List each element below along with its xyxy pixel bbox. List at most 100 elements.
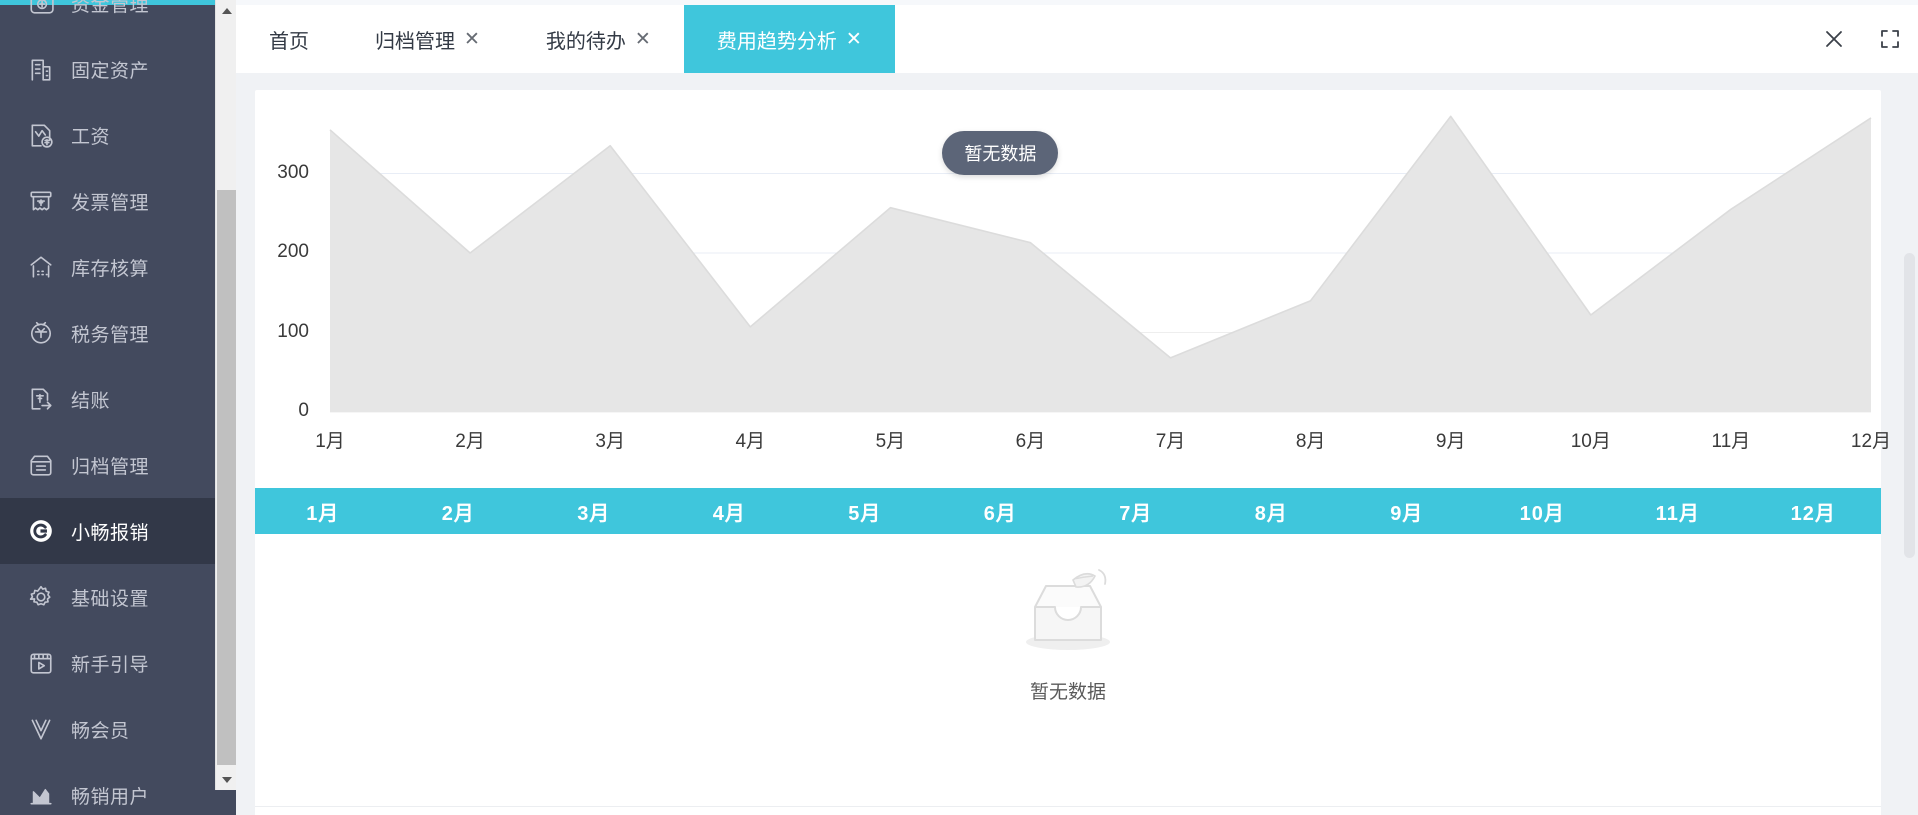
sidebar-item-8[interactable]: 小畅报销 xyxy=(0,498,215,564)
sidebar-item-4[interactable]: 库存核算 xyxy=(0,234,215,300)
tabbar-top-strip xyxy=(236,0,1918,5)
sidebar-item-label: 新手引导 xyxy=(71,654,150,676)
video-icon xyxy=(28,650,54,676)
tab-label: 首页 xyxy=(269,30,309,53)
sidebar-item-label: 结账 xyxy=(71,390,111,412)
month-cell-1[interactable]: 1月 xyxy=(306,502,340,525)
sidebar-item-label: 畅销用户 xyxy=(71,786,150,808)
x-tick-label: 1月 xyxy=(315,431,345,452)
chart-canvas xyxy=(329,115,1872,413)
tab-0[interactable]: 首页 xyxy=(236,5,342,73)
empty-box-icon xyxy=(1013,560,1123,665)
close-all-button[interactable] xyxy=(1806,5,1862,73)
sidebar-item-5[interactable]: 税务管理 xyxy=(0,300,215,366)
tabbar-actions xyxy=(1806,5,1918,73)
sidebar-item-7[interactable]: 归档管理 xyxy=(0,432,215,498)
invoice-icon xyxy=(28,188,54,214)
empty-state-text: 暂无数据 xyxy=(1029,682,1106,703)
sidebar-scroll-down-arrow[interactable] xyxy=(216,769,237,790)
x-tick-label: 5月 xyxy=(875,431,906,452)
tab-list: 首页 归档管理 ✕ 我的待办 ✕ 费用趋势分析 ✕ xyxy=(236,5,895,73)
sidebar-item-1[interactable]: 固定资产 xyxy=(0,36,215,102)
month-selector-bar: 1月 2月 3月 4月 5月 6月 7月 8月 9月 10月 11月 12月 xyxy=(255,488,1881,534)
sidebar-nav-list: 资金管理固定资产工资发票管理库存核算税务管理结账归档管理小畅报销基础设置新手引导… xyxy=(0,0,215,815)
sidebar-item-label: 畅会员 xyxy=(71,720,130,742)
y-tick-label: 100 xyxy=(277,320,309,342)
sidebar-item-label: 归档管理 xyxy=(71,456,150,478)
month-cell-5[interactable]: 5月 xyxy=(848,502,882,525)
x-tick-label: 9月 xyxy=(1435,431,1466,452)
x-tick-label: 10月 xyxy=(1570,431,1611,452)
archive-icon xyxy=(28,452,54,478)
sidebar-scroll-up-arrow[interactable] xyxy=(216,0,237,21)
tab-label: 费用趋势分析 xyxy=(716,30,837,53)
x-tick-label: 3月 xyxy=(595,431,625,452)
month-cell-2[interactable]: 2月 xyxy=(441,502,475,525)
month-cell-11[interactable]: 11月 xyxy=(1655,502,1700,525)
sidebar-item-label: 税务管理 xyxy=(71,324,150,346)
wallet-icon xyxy=(28,0,54,16)
x-tick-label: 4月 xyxy=(735,431,766,452)
expense-icon xyxy=(28,518,54,544)
expense-trend-chart[interactable]: 0 100 200 300 1月 2月 3月 4月 5月 6月 7月 8月 9月 10月 11月 12月 暂… xyxy=(255,90,1891,452)
content-scrollbar[interactable] xyxy=(1901,73,1918,815)
tab-1[interactable]: 归档管理 ✕ xyxy=(342,5,513,73)
content-area: 0 100 200 300 1月 2月 3月 4月 5月 6月 7月 8月 9月 10月 11月 12月 暂… xyxy=(236,73,1918,815)
chart-icon xyxy=(28,782,54,808)
tab-close-icon[interactable]: ✕ xyxy=(634,28,651,50)
sidebar-item-12[interactable]: 畅销用户 xyxy=(0,762,215,815)
sidebar-scroll-thumb[interactable] xyxy=(217,190,237,765)
sidebar-item-10[interactable]: 新手引导 xyxy=(0,630,215,696)
sidebar-item-label: 发票管理 xyxy=(71,192,150,214)
sidebar-scrollbar[interactable] xyxy=(215,0,237,790)
warehouse-icon xyxy=(28,254,54,280)
x-tick-label: 6月 xyxy=(1015,431,1046,452)
x-tick-label: 11月 xyxy=(1711,431,1751,452)
tab-3[interactable]: 费用趋势分析 ✕ xyxy=(683,5,895,73)
y-tick-label: 300 xyxy=(277,161,309,183)
sidebar-item-label: 库存核算 xyxy=(71,258,150,280)
x-tick-label: 8月 xyxy=(1295,431,1326,452)
vip-icon xyxy=(28,716,54,742)
tab-label: 我的待办 xyxy=(545,30,626,53)
content-scroll-thumb[interactable] xyxy=(1904,253,1915,558)
month-cell-3[interactable]: 3月 xyxy=(577,502,611,525)
y-tick-label: 0 xyxy=(298,400,309,421)
month-cell-7[interactable]: 7月 xyxy=(1119,502,1153,525)
tabbar: 首页 归档管理 ✕ 我的待办 ✕ 费用趋势分析 ✕ xyxy=(236,5,1918,73)
settle-icon xyxy=(28,386,54,412)
card-divider xyxy=(255,806,1881,807)
tab-close-icon[interactable]: ✕ xyxy=(464,28,480,50)
x-tick-label: 7月 xyxy=(1155,431,1186,452)
y-tick-label: 200 xyxy=(277,241,309,262)
sidebar-item-label: 资金管理 xyxy=(71,0,150,16)
sidebar-item-9[interactable]: 基础设置 xyxy=(0,564,215,630)
sidebar-item-label: 固定资产 xyxy=(71,60,150,82)
fullscreen-button[interactable] xyxy=(1862,5,1918,73)
x-tick-label: 12月 xyxy=(1850,431,1892,452)
sidebar-item-11[interactable]: 畅会员 xyxy=(0,696,215,762)
month-cell-8[interactable]: 8月 xyxy=(1254,502,1288,525)
sidebar-item-0[interactable]: 资金管理 xyxy=(0,0,215,36)
tax-icon xyxy=(28,320,54,346)
sidebar-item-label: 小畅报销 xyxy=(71,522,150,544)
sidebar-item-label: 基础设置 xyxy=(71,588,150,610)
month-cell-6[interactable]: 6月 xyxy=(983,502,1017,525)
sidebar: 资金管理固定资产工资发票管理库存核算税务管理结账归档管理小畅报销基础设置新手引导… xyxy=(0,0,215,815)
sidebar-item-label: 工资 xyxy=(71,126,111,148)
tab-close-icon[interactable]: ✕ xyxy=(845,28,862,50)
sidebar-item-6[interactable]: 结账 xyxy=(0,366,215,432)
tab-label: 归档管理 xyxy=(375,30,455,53)
sidebar-item-2[interactable]: 工资 xyxy=(0,102,215,168)
sidebar-accent-bar xyxy=(0,0,215,5)
month-cell-9[interactable]: 9月 xyxy=(1390,502,1424,525)
month-cell-12[interactable]: 12月 xyxy=(1790,502,1836,525)
tab-2[interactable]: 我的待办 ✕ xyxy=(513,5,684,73)
payroll-icon xyxy=(28,122,54,148)
x-tick-label: 2月 xyxy=(455,431,485,452)
sidebar-item-3[interactable]: 发票管理 xyxy=(0,168,215,234)
month-cell-10[interactable]: 10月 xyxy=(1519,502,1565,525)
empty-state: 暂无数据 xyxy=(255,560,1881,704)
month-cell-4[interactable]: 4月 xyxy=(712,502,746,525)
